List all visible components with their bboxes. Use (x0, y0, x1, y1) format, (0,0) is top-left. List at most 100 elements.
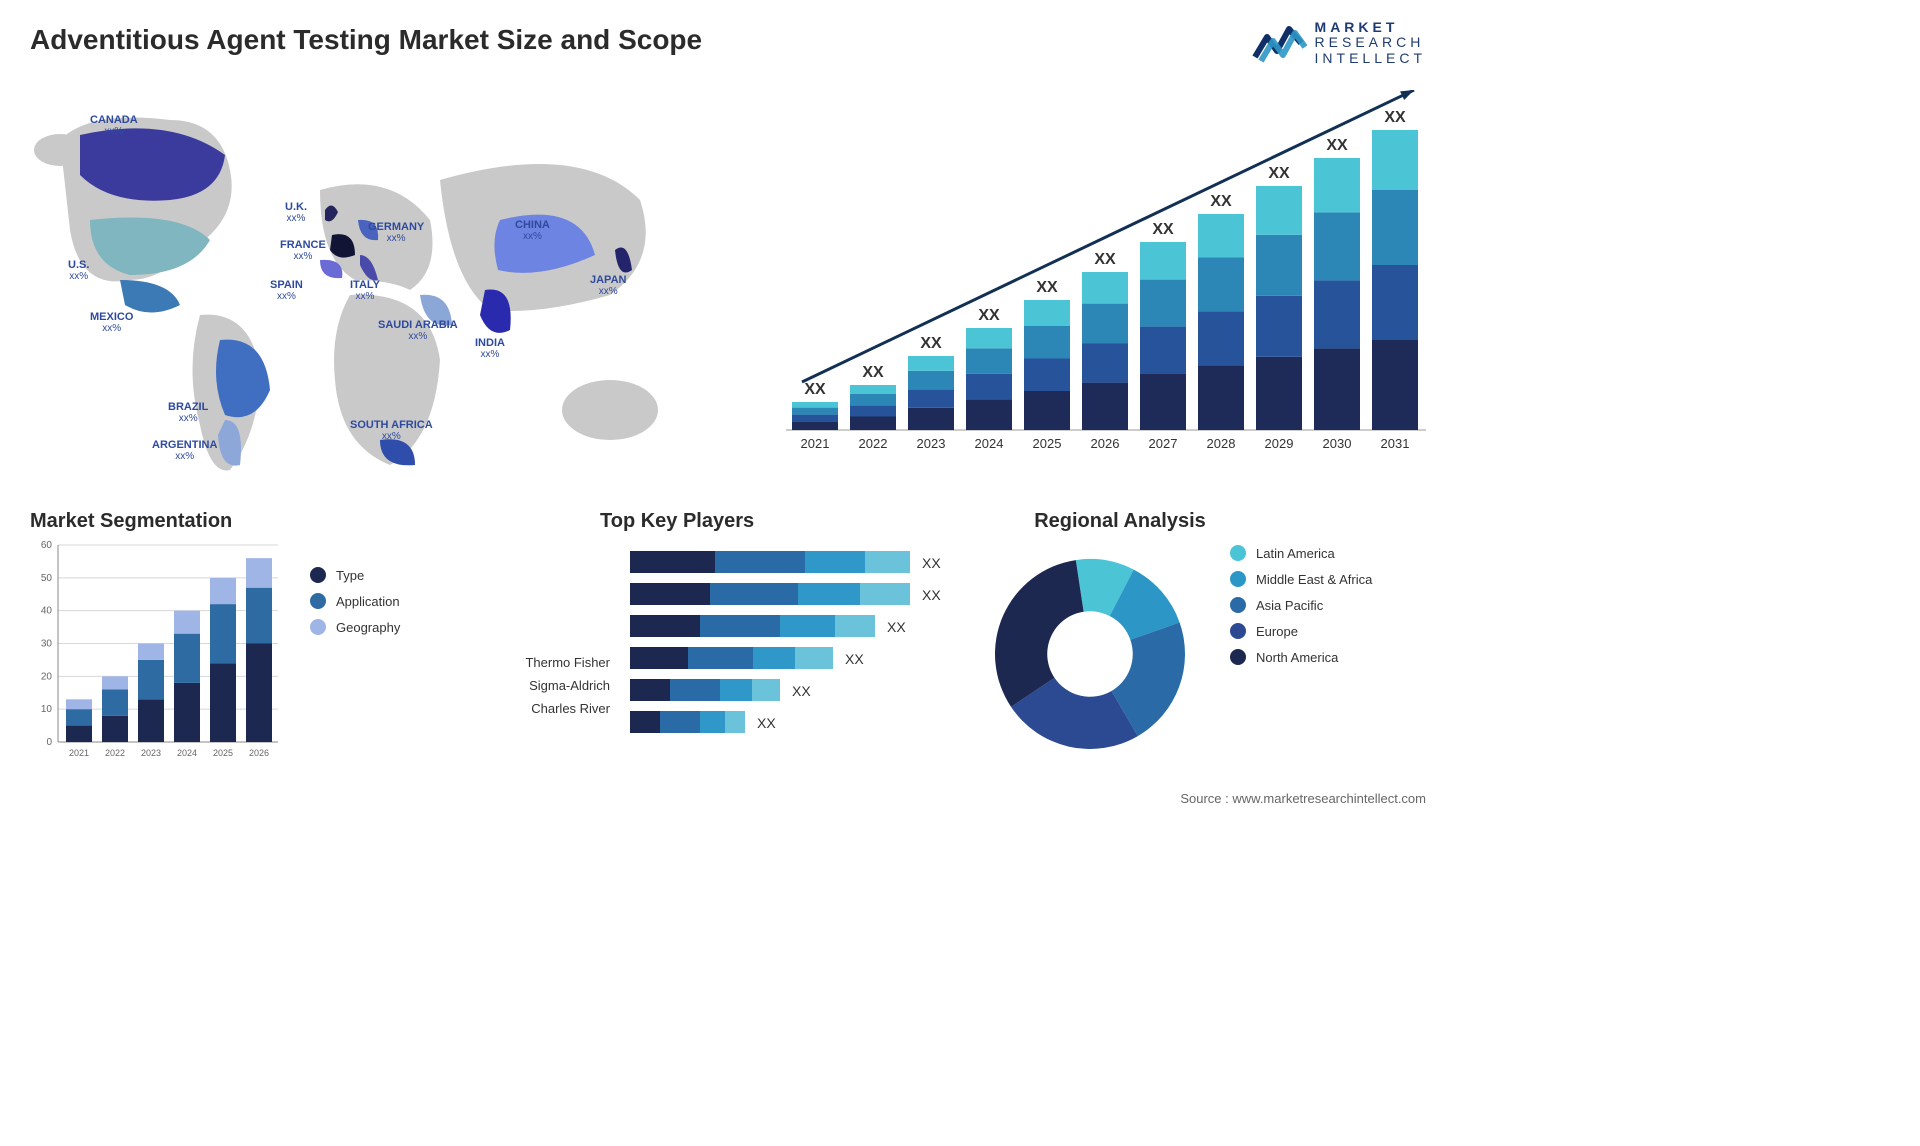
logo-line-2: RESEARCH (1315, 35, 1426, 50)
player-name: Sigma-Aldrich (460, 678, 610, 693)
segmentation-title: Market Segmentation (30, 510, 430, 533)
svg-text:2023: 2023 (141, 748, 161, 758)
svg-text:XX: XX (804, 381, 826, 398)
svg-text:50: 50 (41, 573, 53, 584)
logo-line-3: INTELLECT (1315, 51, 1426, 66)
regional-donut (970, 539, 1210, 759)
svg-text:0: 0 (46, 737, 52, 748)
country-label-argentina: ARGENTINAxx% (152, 440, 217, 462)
player-name: Thermo Fisher (460, 655, 610, 670)
country-label-saudi-arabia: SAUDI ARABIAxx% (378, 320, 458, 342)
svg-text:20: 20 (41, 671, 53, 682)
svg-text:2023: 2023 (917, 436, 946, 451)
country-label-china: CHINAxx% (515, 220, 550, 242)
svg-text:2031: 2031 (1381, 436, 1410, 451)
country-label-japan: JAPANxx% (590, 275, 626, 297)
logo-line-1: MARKET (1315, 20, 1426, 35)
country-label-u-s-: U.S.xx% (68, 260, 89, 282)
key-players-names: Thermo Fisher Sigma-Aldrich Charles River (460, 655, 610, 724)
country-label-india: INDIAxx% (475, 338, 505, 360)
svg-text:XX: XX (1326, 137, 1348, 154)
world-map-panel: CANADAxx% U.S.xx% MEXICOxx% BRAZILxx% ARGENT… (20, 80, 720, 480)
svg-text:XX: XX (887, 619, 906, 635)
legend-label: Geography (336, 620, 400, 635)
regional-panel: Regional Analysis Latin America Middle Ea… (970, 510, 1430, 759)
player-name: Charles River (460, 701, 610, 716)
regional-legend-item: Middle East & Africa (1230, 571, 1372, 587)
key-players-title: Top Key Players (600, 510, 940, 533)
country-label-canada: CANADAxx% (90, 115, 138, 137)
svg-text:XX: XX (1152, 221, 1174, 238)
country-label-spain: SPAINxx% (270, 280, 303, 302)
legend-label: Type (336, 568, 364, 583)
country-label-mexico: MEXICOxx% (90, 312, 133, 334)
svg-text:XX: XX (920, 335, 942, 352)
svg-text:2021: 2021 (69, 748, 89, 758)
regional-legend: Latin America Middle East & Africa Asia Pa… (1230, 545, 1372, 665)
svg-text:XX: XX (1210, 193, 1232, 210)
svg-text:2026: 2026 (249, 748, 269, 758)
svg-text:2030: 2030 (1323, 436, 1352, 451)
svg-text:XX: XX (1384, 109, 1406, 126)
growth-chart: XX2021XX2022XX2023XX2024XX2025XX2026XX20… (786, 90, 1426, 460)
svg-text:40: 40 (41, 606, 53, 617)
legend-swatch (1230, 597, 1246, 613)
legend-label: Latin America (1256, 546, 1335, 561)
legend-label: North America (1256, 650, 1338, 665)
legend-swatch (1230, 571, 1246, 587)
legend-swatch (310, 619, 326, 635)
svg-text:XX: XX (757, 715, 776, 731)
svg-text:2022: 2022 (105, 748, 125, 758)
segmentation-legend: Type Application Geography (310, 567, 400, 635)
svg-text:30: 30 (41, 639, 53, 650)
svg-text:XX: XX (922, 587, 941, 603)
legend-label: Middle East & Africa (1256, 572, 1372, 587)
svg-text:2025: 2025 (1033, 436, 1062, 451)
country-label-germany: GERMANYxx% (368, 222, 424, 244)
svg-text:2025: 2025 (213, 748, 233, 758)
regional-legend-item: Latin America (1230, 545, 1372, 561)
svg-text:2024: 2024 (975, 436, 1004, 451)
segmentation-panel: Market Segmentation 0 10 20 30 40 50 60 2021 202… (30, 510, 430, 764)
country-label-u-k-: U.K.xx% (285, 202, 307, 224)
svg-text:2021: 2021 (801, 436, 830, 451)
svg-text:60: 60 (41, 540, 53, 551)
regional-legend-item: Asia Pacific (1230, 597, 1372, 613)
legend-label: Application (336, 594, 400, 609)
country-label-france: FRANCExx% (280, 240, 326, 262)
country-label-brazil: BRAZILxx% (168, 402, 208, 424)
legend-label: Asia Pacific (1256, 598, 1323, 613)
svg-text:2024: 2024 (177, 748, 197, 758)
key-players-chart: XXXXXXXXXXXX (630, 545, 950, 755)
regional-title: Regional Analysis (1000, 510, 1240, 533)
legend-swatch (310, 567, 326, 583)
svg-text:XX: XX (1094, 251, 1116, 268)
legend-swatch (310, 593, 326, 609)
svg-text:XX: XX (862, 364, 884, 381)
legend-swatch (1230, 623, 1246, 639)
legend-swatch (1230, 649, 1246, 665)
segmentation-chart: 0 10 20 30 40 50 60 2021 2022 2023 2024 2025 2026 (30, 539, 280, 764)
regional-legend-item: North America (1230, 649, 1372, 665)
country-label-south-africa: SOUTH AFRICAxx% (350, 420, 433, 442)
page-title: Adventitious Agent Testing Market Size a… (30, 24, 702, 56)
segmentation-legend-item: Application (310, 593, 400, 609)
svg-text:XX: XX (1268, 165, 1290, 182)
svg-text:2026: 2026 (1091, 436, 1120, 451)
svg-text:XX: XX (845, 651, 864, 667)
svg-text:10: 10 (41, 704, 53, 715)
legend-label: Europe (1256, 624, 1298, 639)
logo-icon (1251, 21, 1307, 65)
legend-swatch (1230, 545, 1246, 561)
country-label-italy: ITALYxx% (350, 280, 380, 302)
svg-text:2029: 2029 (1265, 436, 1294, 451)
segmentation-legend-item: Geography (310, 619, 400, 635)
key-players-panel: Top Key Players Thermo FisherSigma-Aldri… (470, 510, 940, 755)
svg-text:2027: 2027 (1149, 436, 1178, 451)
source-text: Source : www.marketresearchintellect.com (1180, 791, 1426, 806)
svg-text:XX: XX (1036, 279, 1058, 296)
growth-chart-panel: XX2021XX2022XX2023XX2024XX2025XX2026XX20… (786, 90, 1426, 460)
regional-legend-item: Europe (1230, 623, 1372, 639)
svg-text:XX: XX (792, 683, 811, 699)
svg-text:2028: 2028 (1207, 436, 1236, 451)
